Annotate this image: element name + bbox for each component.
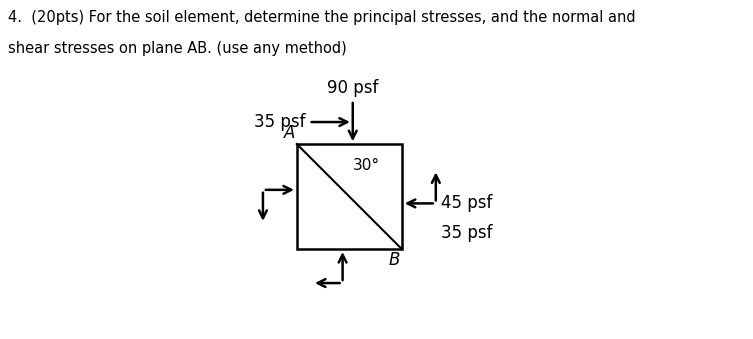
Text: 45 psf: 45 psf [441, 194, 492, 213]
Text: shear stresses on plane AB. (use any method): shear stresses on plane AB. (use any met… [8, 41, 346, 56]
Text: A: A [284, 124, 295, 142]
Bar [297, 144, 402, 249]
Text: 35 psf: 35 psf [254, 113, 305, 131]
Text: 4.  (20pts) For the soil element, determine the principal stresses, and the norm: 4. (20pts) For the soil element, determi… [8, 10, 635, 25]
Text: B: B [389, 251, 401, 269]
Text: 30°: 30° [352, 158, 380, 173]
Text: 35 psf: 35 psf [441, 224, 492, 242]
Text: 90 psf: 90 psf [327, 79, 379, 97]
